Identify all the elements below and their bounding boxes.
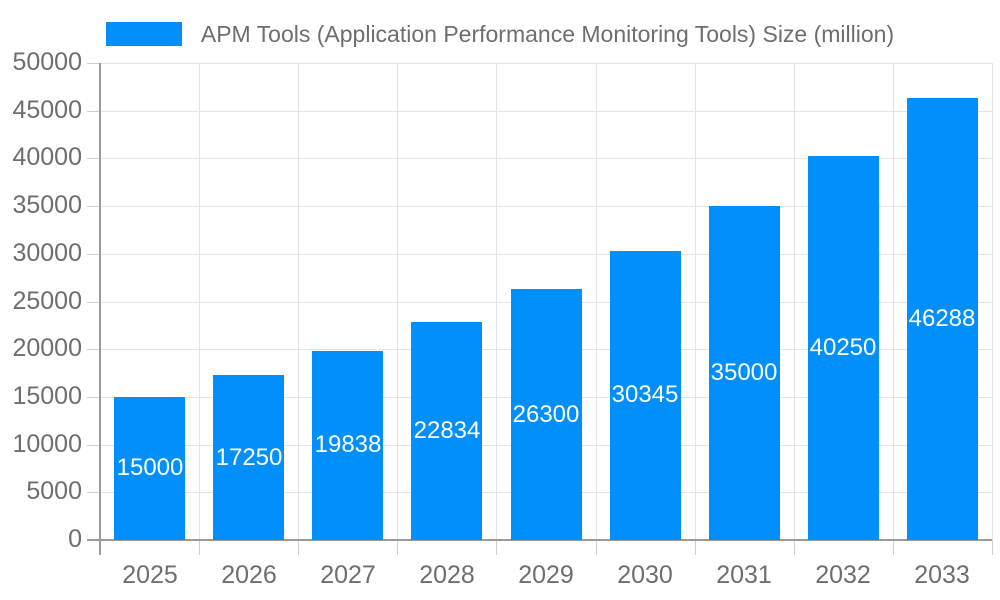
- bar-value-label: 35000: [710, 359, 778, 386]
- x-axis-tick: [199, 540, 200, 555]
- x-axis-tick: [893, 540, 894, 555]
- bar-value-label: 30345: [611, 381, 679, 408]
- bar-2030[interactable]: [610, 251, 681, 540]
- y-axis-label: 50000: [12, 47, 82, 76]
- v-gridline: [695, 63, 696, 540]
- bar-2025[interactable]: [114, 397, 185, 540]
- h-gridline: [100, 111, 992, 112]
- y-axis-label: 30000: [12, 238, 82, 267]
- bar-value-label: 26300: [512, 401, 580, 428]
- y-axis-label: 40000: [12, 142, 82, 171]
- v-gridline: [893, 63, 894, 540]
- y-axis-tick: [87, 206, 100, 207]
- y-axis-label: 35000: [12, 190, 82, 219]
- h-gridline: [100, 206, 992, 207]
- y-axis-tick: [87, 349, 100, 350]
- bar-value-label: 15000: [116, 454, 184, 481]
- x-axis-label: 2028: [419, 561, 475, 589]
- x-axis-label: 2027: [320, 561, 376, 589]
- x-axis-tick: [992, 540, 993, 555]
- bar-2027[interactable]: [312, 351, 383, 540]
- bar-2033[interactable]: [907, 98, 978, 540]
- x-axis-label: 2030: [617, 561, 673, 589]
- y-axis-tick: [87, 445, 100, 446]
- y-axis-label: 0: [68, 524, 82, 553]
- y-axis-label: 5000: [26, 476, 82, 505]
- x-axis-line: [87, 539, 992, 541]
- legend[interactable]: APM Tools (Application Performance Monit…: [0, 20, 1000, 47]
- x-axis-label: 2025: [122, 561, 178, 589]
- x-axis-label: 2032: [815, 561, 871, 589]
- v-gridline: [496, 63, 497, 540]
- y-axis-tick: [87, 254, 100, 255]
- x-axis-label: 2026: [221, 561, 277, 589]
- x-axis-tick: [397, 540, 398, 555]
- bar-2031[interactable]: [709, 206, 780, 540]
- x-axis-label: 2033: [914, 561, 970, 589]
- h-gridline: [100, 254, 992, 255]
- v-gridline: [794, 63, 795, 540]
- x-axis-tick: [298, 540, 299, 555]
- x-axis-tick: [695, 540, 696, 555]
- bar-2026[interactable]: [213, 375, 284, 540]
- x-axis-tick: [596, 540, 597, 555]
- v-gridline: [397, 63, 398, 540]
- bar-value-label: 40250: [809, 334, 877, 361]
- x-axis-label: 2029: [518, 561, 574, 589]
- y-axis-label: 20000: [12, 333, 82, 362]
- bar-value-label: 19838: [314, 431, 382, 458]
- h-gridline: [100, 63, 992, 64]
- bar-2032[interactable]: [808, 156, 879, 540]
- y-axis-tick: [87, 397, 100, 398]
- y-axis-tick: [87, 111, 100, 112]
- y-axis-tick: [87, 492, 100, 493]
- bar-value-label: 46288: [908, 305, 976, 332]
- y-axis-label: 10000: [12, 429, 82, 458]
- bar-2029[interactable]: [511, 289, 582, 540]
- x-axis-tick: [496, 540, 497, 555]
- bar-value-label: 22834: [413, 417, 481, 444]
- v-gridline: [199, 63, 200, 540]
- v-gridline: [992, 63, 993, 540]
- y-axis-label: 15000: [12, 381, 82, 410]
- h-gridline: [100, 158, 992, 159]
- y-axis-tick: [87, 158, 100, 159]
- y-axis-tick: [87, 302, 100, 303]
- bar-2028[interactable]: [411, 322, 482, 540]
- y-axis-tick: [87, 63, 100, 64]
- bar-value-label: 17250: [215, 444, 283, 471]
- x-axis-tick: [794, 540, 795, 555]
- x-axis-label: 2031: [716, 561, 772, 589]
- legend-marker-icon: [105, 22, 182, 46]
- legend-label: APM Tools (Application Performance Monit…: [200, 20, 895, 47]
- v-gridline: [298, 63, 299, 540]
- v-gridline: [596, 63, 597, 540]
- y-axis-label: 25000: [12, 286, 82, 315]
- y-axis-line: [99, 63, 101, 555]
- y-axis-label: 45000: [12, 95, 82, 124]
